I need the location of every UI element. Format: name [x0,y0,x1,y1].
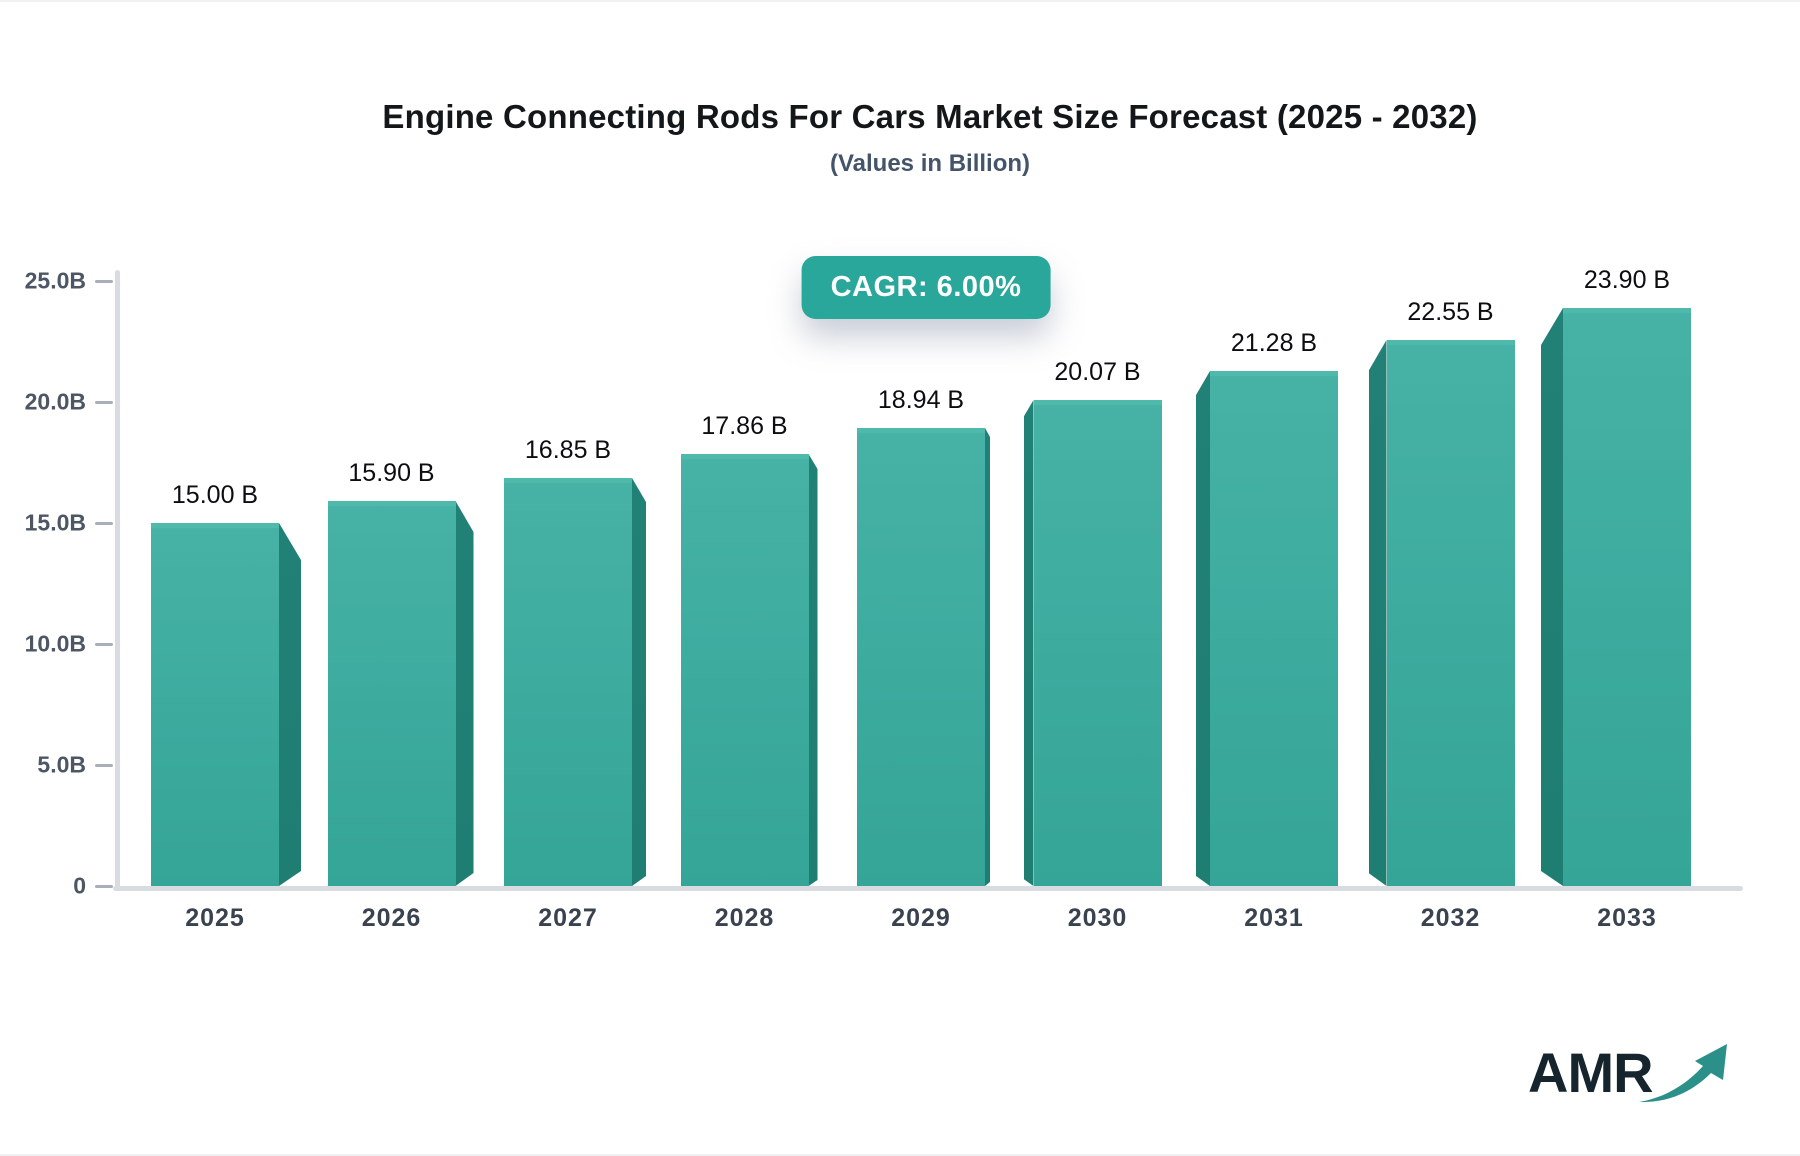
bar-2026 [327,501,456,886]
bar-2032 [1386,340,1515,886]
cagr-badge: CAGR: 6.00% [801,256,1051,319]
bar-top-edge [327,501,456,506]
bar-2033 [1563,308,1691,886]
chart-title: Engine Connecting Rods For Cars Market S… [382,98,1478,135]
bar-value-label: 21.28 B [1230,329,1318,357]
chart-subtitle: (Values in Billion) [829,150,1031,177]
x-axis-label-2025: 2025 [185,904,245,932]
bar-top-edge [1210,371,1338,376]
bar-value-label: 17.86 B [701,412,788,440]
y-axis-tick-label: 15.0B [24,509,86,536]
y-axis-tick [95,764,113,767]
bar-value-label: 23.90 B [1583,266,1671,294]
bar-2029 [857,428,985,886]
y-axis-tick-label: 10.0B [24,630,86,657]
bar-side-face [1196,371,1210,886]
growth-arrow-icon [1638,1044,1727,1103]
bar-2028 [680,454,809,886]
x-axis-label-2030: 2030 [1067,904,1128,932]
x-axis-label-2031: 2031 [1244,904,1304,932]
bar-top-edge [1386,340,1515,345]
y-axis-tick-label: 5.0B [37,751,86,778]
y-axis-tick [95,885,113,888]
bar-side-face [279,523,301,886]
bar-side-face [1024,400,1034,886]
bar-value-label: 15.00 B [171,481,259,509]
bar-value-label: 16.85 B [524,436,612,464]
bar-top-edge [1563,308,1691,313]
y-axis-tick [95,280,113,283]
y-axis-tick-label: 20.0B [24,388,86,415]
bar-top-edge [504,478,632,483]
bar-side-face [456,501,474,886]
bar-side-face [632,478,646,886]
bar-side-face [1369,340,1387,886]
bar-2031 [1210,371,1338,886]
y-axis-tick-label: 0 [73,872,86,899]
y-axis-tick [95,643,113,646]
bar-top-edge [680,454,809,459]
y-axis-tick [95,401,113,404]
x-axis-label-2026: 2026 [361,904,422,932]
bar-2027 [504,478,632,886]
bar-value-label: 20.07 B [1054,358,1141,386]
bar-top-edge [857,428,985,433]
bar-side-face [809,454,818,886]
bar-value-label: 22.55 B [1407,298,1494,326]
bar-value-label: 15.90 B [348,459,435,487]
x-axis-line [113,886,1743,891]
bar-side-face [985,428,990,886]
bar-top-edge [1033,400,1162,405]
x-axis-label-2033: 2033 [1597,904,1657,932]
bar-value-label: 18.94 B [877,386,965,414]
bar-top-edge [151,523,279,528]
y-axis-tick [95,522,113,525]
bar-side-face [1541,308,1563,886]
x-axis-label-2028: 2028 [714,904,775,932]
logo: AMR [1528,1036,1733,1108]
bar-2030 [1033,400,1162,886]
logo-text: AMR [1528,1040,1654,1104]
bar-2025 [151,523,279,886]
x-axis-label-2029: 2029 [891,904,951,932]
y-axis-tick-label: 25.0B [24,267,86,294]
y-axis-line [115,270,120,891]
x-axis-label-2032: 2032 [1420,904,1481,932]
x-axis-label-2027: 2027 [538,904,598,932]
